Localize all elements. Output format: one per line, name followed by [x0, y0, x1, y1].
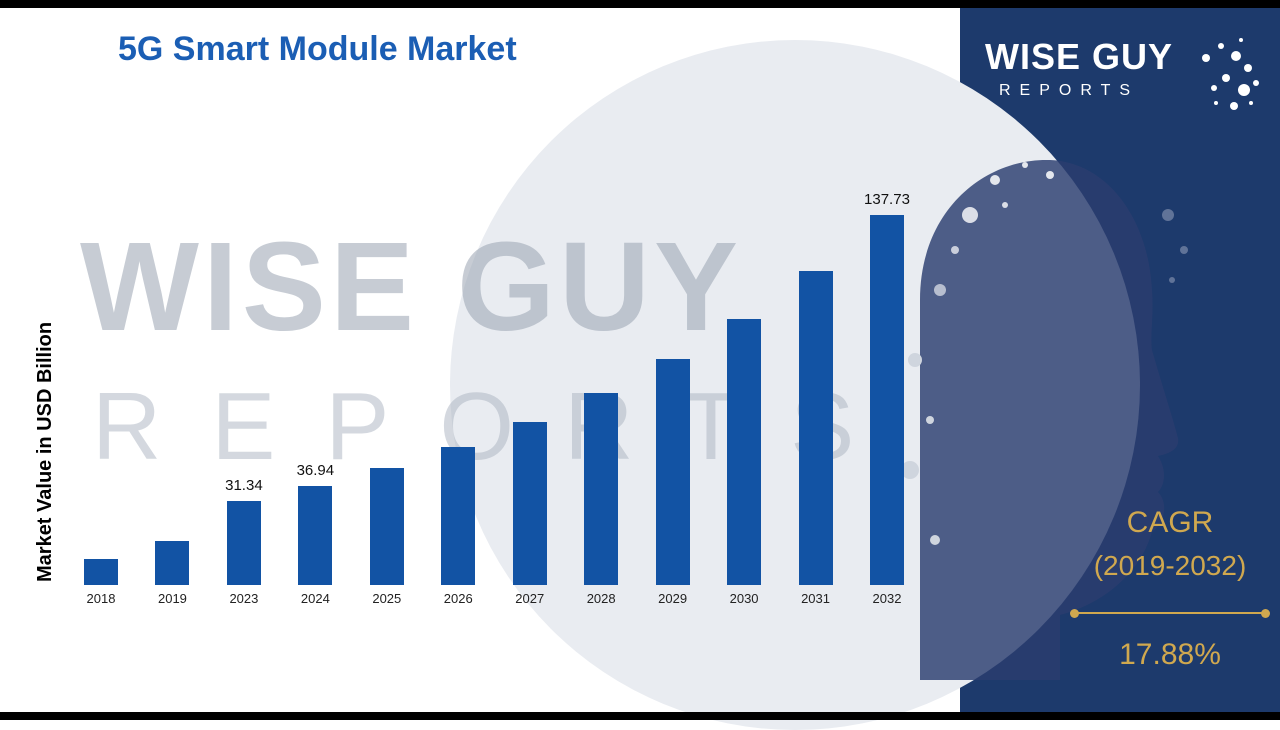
bar-column-2027: 2027: [507, 188, 553, 611]
logo-head-dots-icon: [1202, 38, 1259, 110]
bar-value-label-2023: 31.34: [225, 477, 263, 494]
x-axis-label-2026: 2026: [443, 590, 473, 606]
bar-column-2032: 137.73 2032: [864, 188, 910, 611]
x-axis-label-2031: 2031: [801, 590, 830, 606]
bar-column-2031: 2031: [793, 188, 839, 611]
watermark-line1: WISE GUY: [80, 216, 743, 357]
bar-column-2029: 2029: [650, 188, 696, 611]
bar-2024: [298, 486, 333, 585]
x-axis-label-2032: 2032: [872, 590, 902, 606]
x-axis-label-2027: 2027: [515, 590, 545, 606]
x-axis-label-2023: 2023: [229, 590, 259, 606]
bar-2027: [512, 422, 547, 585]
bar-2025: [369, 468, 404, 585]
logo-text-line2: REPORTS: [999, 82, 1140, 99]
cagr-divider-line: [1070, 609, 1270, 618]
wiseguy-logo: WISE GUY REPORTS: [985, 36, 1173, 100]
bar-column-2026: 2026: [435, 188, 481, 611]
cagr-block: CAGR (2019-2032) 17.88%: [1068, 506, 1272, 672]
bar-2019: [155, 541, 190, 585]
bar-2032: [869, 215, 904, 585]
top-border-strip: [0, 0, 1280, 8]
bottom-border-strip: [0, 712, 1280, 720]
cagr-label: CAGR: [1126, 506, 1214, 539]
logo-text-line1: WISE GUY: [985, 36, 1174, 77]
x-axis-label-2028: 2028: [586, 590, 616, 606]
x-axis-label-2030: 2030: [729, 590, 759, 606]
x-axis-label-2018: 2018: [86, 590, 116, 606]
cagr-range: (2019-2032): [1093, 550, 1247, 581]
x-axis-label-2025: 2025: [372, 590, 402, 606]
chart-title: 5G Smart Module Market: [118, 30, 517, 68]
bar-2026: [441, 447, 476, 585]
bar-column-2028: 2028: [578, 188, 624, 611]
bar-value-label-2024: 36.94: [296, 462, 335, 479]
bar-chart: 2018 2019 31.34 2023 36.94 2024 2025 2026 2027 20…: [78, 188, 910, 611]
bar-column-2024: 36.94 2024: [292, 188, 338, 611]
bar-2023: [226, 501, 261, 585]
bar-column-2025: 2025: [364, 188, 410, 611]
y-axis-label: Market Value in USD Billion: [34, 321, 56, 582]
bar-column-2030: 2030: [721, 188, 767, 611]
bar-column-2023: 31.34 2023: [221, 188, 267, 611]
head-silhouette-icon: [901, 159, 1188, 680]
bar-2031: [798, 271, 833, 585]
bar-column-2018: 2018: [78, 188, 124, 611]
x-axis-label-2024: 2024: [300, 590, 330, 606]
bar-2018: [84, 559, 118, 585]
cagr-value: 17.88%: [1119, 638, 1221, 671]
bar-2029: [655, 359, 690, 585]
bar-2028: [584, 393, 619, 585]
bar-column-2019: 2019: [149, 188, 195, 611]
x-axis-label-2019: 2019: [157, 590, 187, 606]
bar-2030: [727, 319, 762, 585]
bar-value-label-2032: 137.73: [864, 191, 910, 208]
x-axis-label-2029: 2029: [658, 590, 688, 606]
